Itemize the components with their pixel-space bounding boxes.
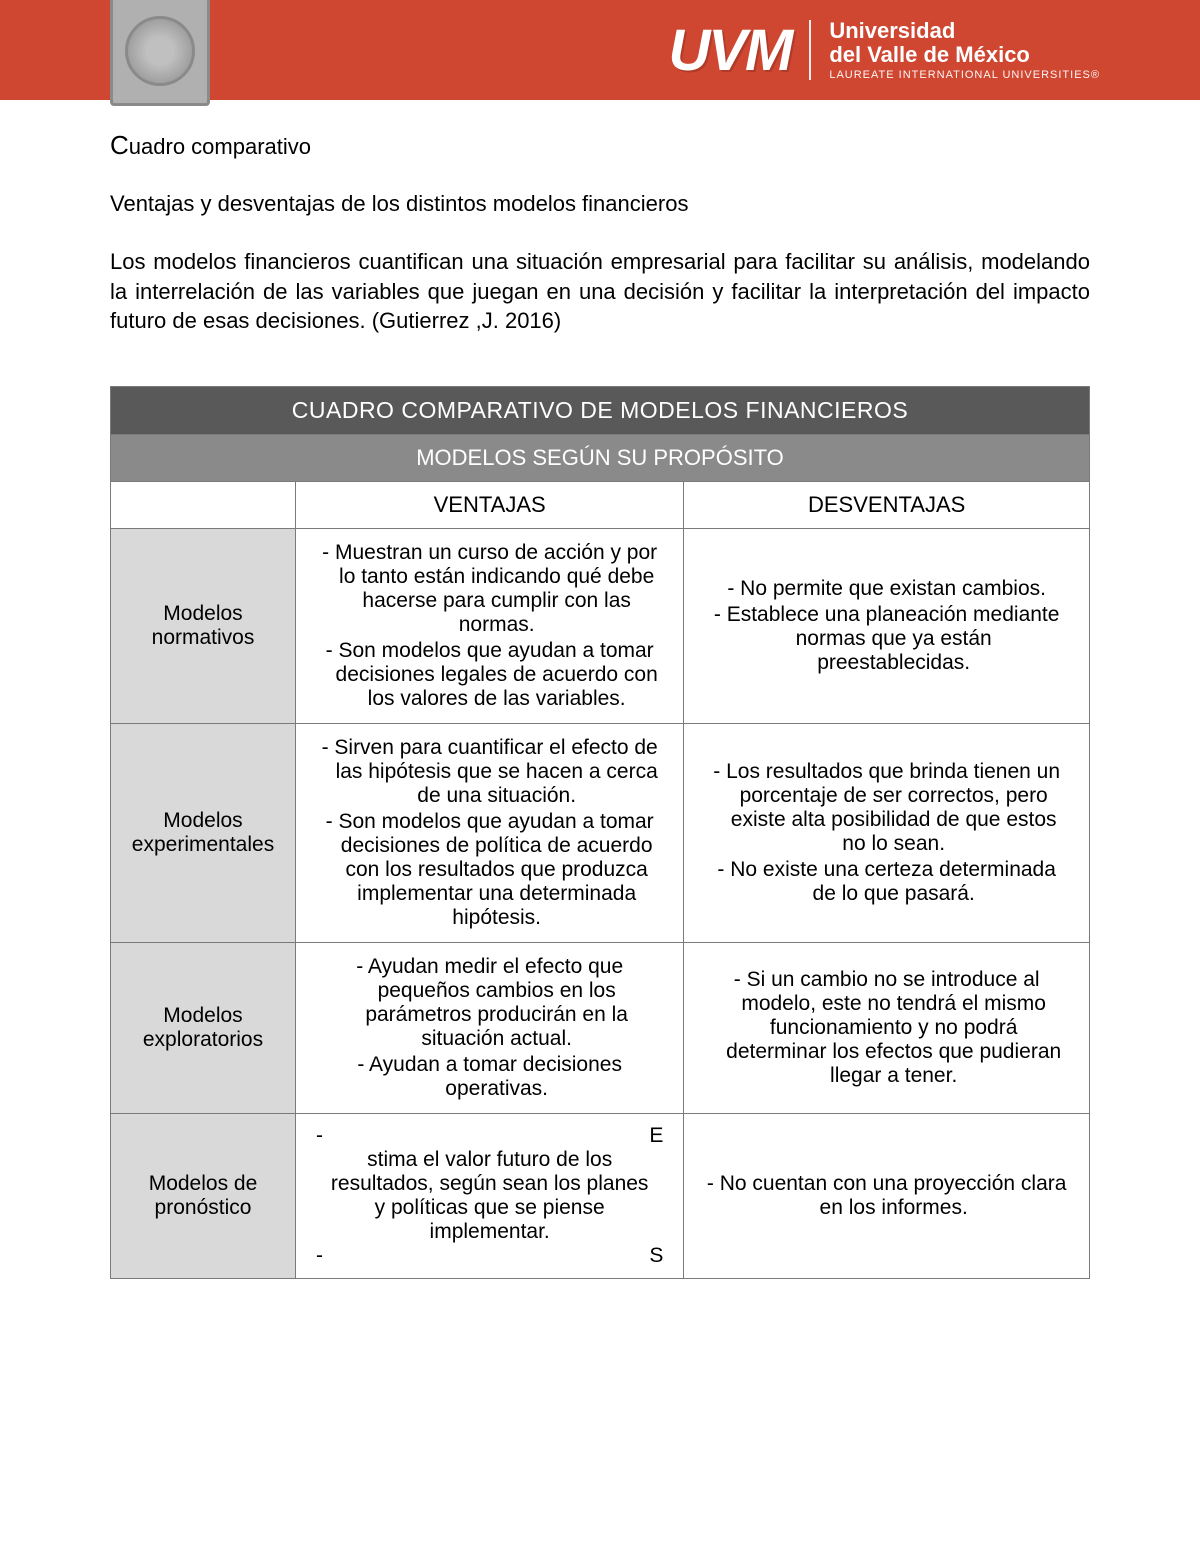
row-label: Modelos exploratorios — [111, 943, 296, 1114]
row-label: Modelos normativos — [111, 529, 296, 724]
cell-desventajas: Si un cambio no se introduce al modelo, … — [684, 943, 1090, 1114]
comparison-table: CUADRO COMPARATIVO DE MODELOS FINANCIERO… — [110, 386, 1090, 1279]
fragment-dash: - — [316, 1124, 323, 1148]
list-item: Establece una planeación mediante normas… — [704, 603, 1069, 675]
col-header-empty — [111, 482, 296, 529]
table-row: Modelos de pronóstico - E stima el valor… — [111, 1114, 1090, 1279]
cell-desventajas: No cuentan con una proyección clara en l… — [684, 1114, 1090, 1279]
cell-desventajas: Los resultados que brinda tienen un porc… — [684, 724, 1090, 943]
header-band: UVM Universidad del Valle de México LAUR… — [0, 0, 1200, 100]
brand-line3: LAUREATE INTERNATIONAL UNIVERSITIES® — [829, 69, 1100, 81]
page-content: Cuadro comparativo Ventajas y desventaja… — [110, 100, 1090, 1339]
cell-ventajas: - E stima el valor futuro de los resulta… — [296, 1114, 684, 1279]
cell-desventajas: No permite que existan cambios. Establec… — [684, 529, 1090, 724]
list-item: No permite que existan cambios. — [704, 577, 1069, 601]
list-item: Muestran un curso de acción y por lo tan… — [316, 541, 663, 637]
list-item: Los resultados que brinda tienen un porc… — [704, 760, 1069, 856]
col-header-ventajas: VENTAJAS — [296, 482, 684, 529]
list-item: Ayudan medir el efecto que pequeños camb… — [316, 955, 663, 1051]
list-item: No cuentan con una proyección clara en l… — [704, 1172, 1069, 1220]
cell-ventajas: Ayudan medir el efecto que pequeños camb… — [296, 943, 684, 1114]
fragment-letter: S — [649, 1244, 663, 1268]
title-rest: uadro comparativo — [129, 134, 311, 159]
brand-divider — [809, 20, 811, 80]
cell-ventajas: Muestran un curso de acción y por lo tan… — [296, 529, 684, 724]
fragment-dash: - — [316, 1244, 323, 1268]
list-item: Son modelos que ayudan a tomar decisione… — [316, 639, 663, 711]
list-item: Si un cambio no se introduce al modelo, … — [704, 968, 1069, 1088]
title-capital: C — [110, 130, 129, 160]
document-subtitle: Ventajas y desventajas de los distintos … — [110, 191, 1090, 217]
fragment-body: stima el valor futuro de los resultados,… — [310, 1148, 669, 1244]
row-label: Modelos de pronóstico — [111, 1114, 296, 1279]
brand-block: UVM Universidad del Valle de México LAUR… — [668, 17, 1160, 84]
brand-text: Universidad del Valle de México LAUREATE… — [829, 19, 1100, 81]
cell-ventajas: Sirven para cuantificar el efecto de las… — [296, 724, 684, 943]
table-main-header: CUADRO COMPARATIVO DE MODELOS FINANCIERO… — [111, 387, 1090, 435]
list-item: Ayudan a tomar decisiones operativas. — [316, 1053, 663, 1101]
table-row: Modelos normativos Muestran un curso de … — [111, 529, 1090, 724]
table-row: Modelos experimentales Sirven para cuant… — [111, 724, 1090, 943]
institution-seal-icon — [110, 0, 210, 106]
table-row: Modelos exploratorios Ayudan medir el ef… — [111, 943, 1090, 1114]
table-sub-header: MODELOS SEGÚN SU PROPÓSITO — [111, 435, 1090, 482]
brand-line1: Universidad — [829, 19, 1100, 43]
brand-line2: del Valle de México — [829, 43, 1100, 67]
document-title: Cuadro comparativo — [110, 130, 1090, 161]
list-item: Sirven para cuantificar el efecto de las… — [316, 736, 663, 808]
document-intro: Los modelos financieros cuantifican una … — [110, 247, 1090, 336]
row-label: Modelos experimentales — [111, 724, 296, 943]
col-header-desventajas: DESVENTAJAS — [684, 482, 1090, 529]
fragment-letter: E — [649, 1124, 663, 1148]
uvm-logo-text: UVM — [668, 17, 791, 84]
list-item: Son modelos que ayudan a tomar decisione… — [316, 810, 663, 930]
list-item: No existe una certeza determinada de lo … — [704, 858, 1069, 906]
